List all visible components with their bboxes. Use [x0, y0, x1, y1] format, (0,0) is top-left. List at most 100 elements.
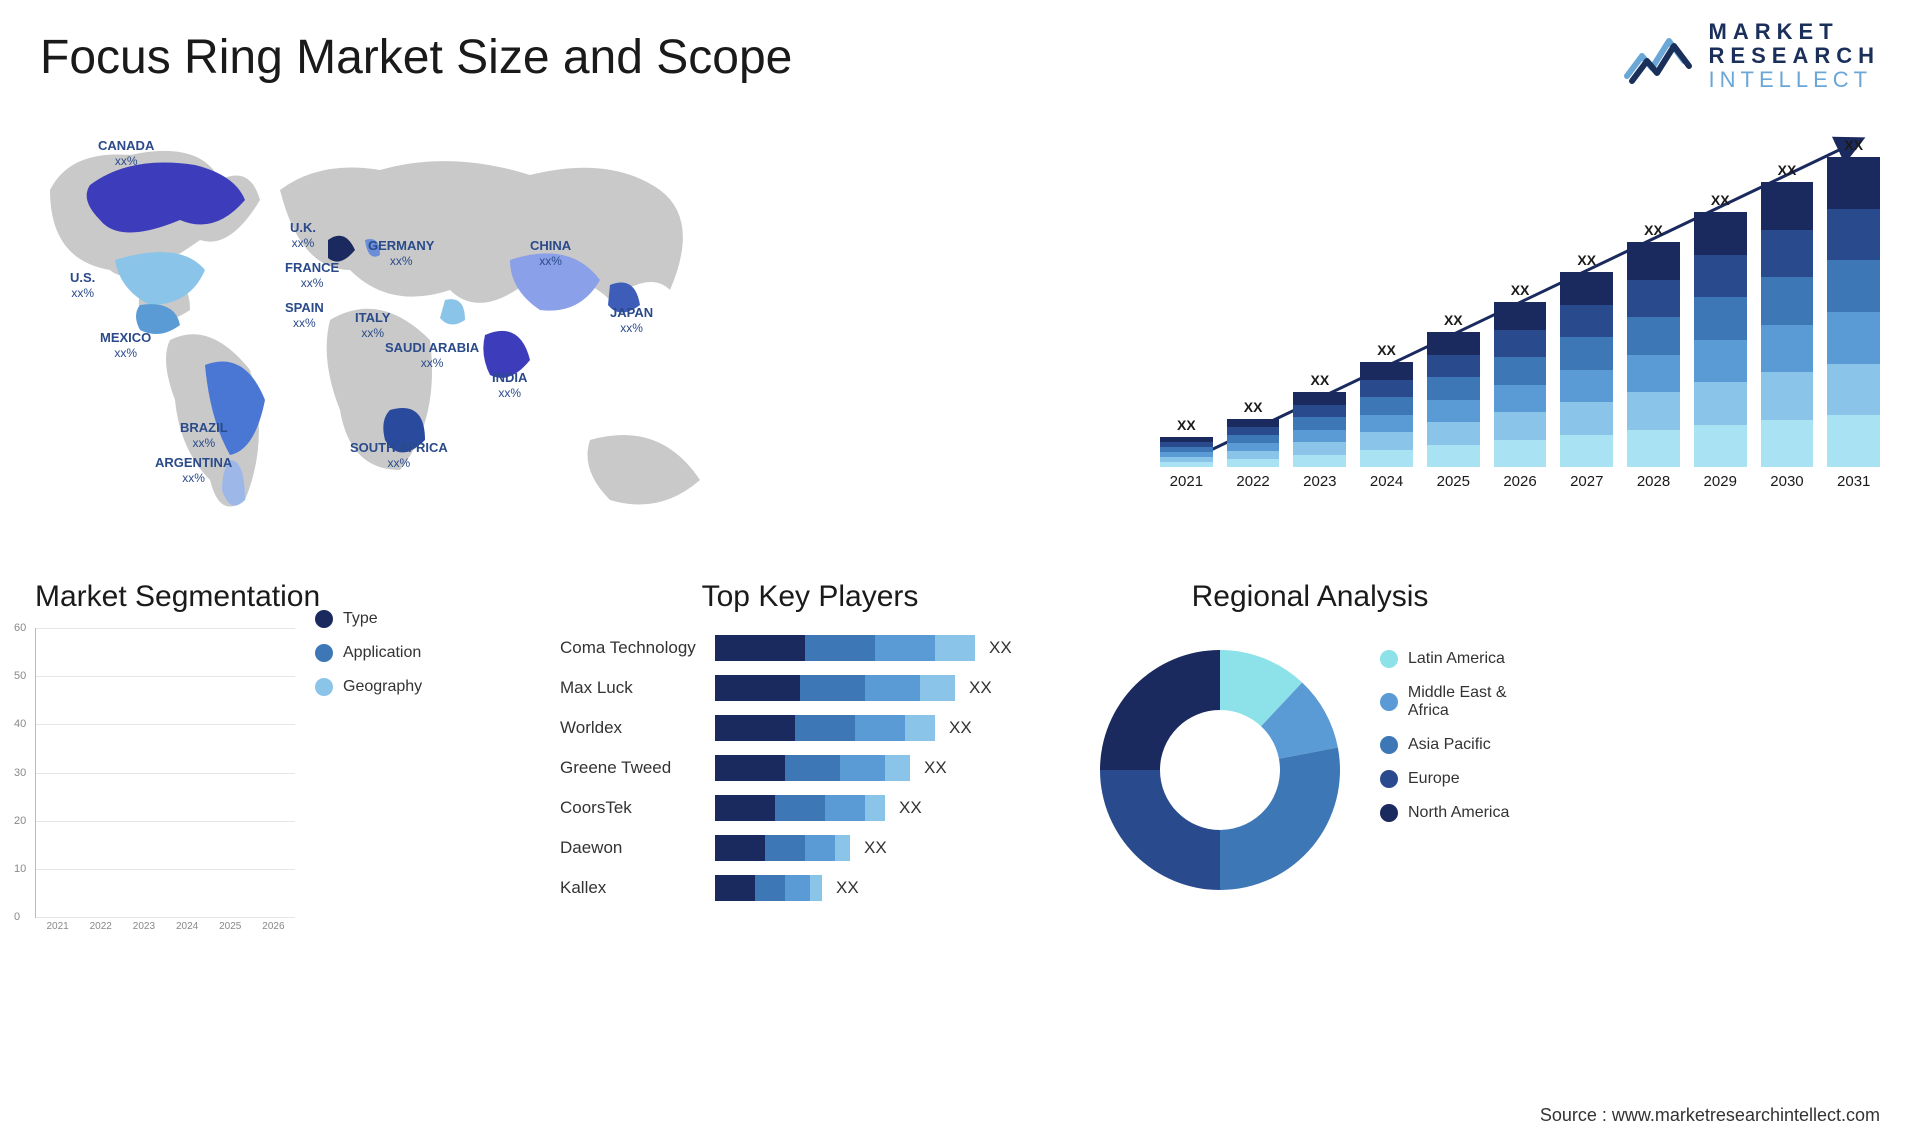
bar-value-label: XX — [1511, 282, 1530, 298]
x-axis-tick: 2023 — [133, 921, 155, 932]
key-player-bar — [715, 675, 955, 701]
x-axis-tick: 2024 — [176, 921, 198, 932]
source-attribution: Source : www.marketresearchintellect.com — [1540, 1105, 1880, 1126]
map-country-label: GERMANYxx% — [368, 238, 434, 268]
map-country-label: MEXICOxx% — [100, 330, 151, 360]
legend-item: Latin America — [1380, 650, 1550, 668]
key-player-value: XX — [949, 718, 972, 738]
bar-value-label: XX — [1444, 312, 1463, 328]
key-player-bar — [715, 875, 822, 901]
key-players-panel: Top Key Players Coma Technology XX Max Luc… — [560, 580, 1060, 908]
bar-value-label: XX — [1644, 222, 1663, 238]
segmentation-title: Market Segmentation — [35, 580, 465, 614]
key-player-row: Daewon XX — [560, 828, 1060, 868]
y-axis-tick: 20 — [14, 815, 26, 827]
forecast-bar: XX2030 — [1761, 162, 1814, 490]
key-player-bar — [715, 755, 910, 781]
y-axis-tick: 40 — [14, 718, 26, 730]
legend-item: Europe — [1380, 770, 1550, 788]
key-player-value: XX — [836, 878, 859, 898]
legend-item: Geography — [315, 678, 422, 696]
forecast-bar: XX2027 — [1560, 252, 1613, 490]
key-player-row: Coma Technology XX — [560, 628, 1060, 668]
logo-icon — [1624, 26, 1694, 86]
key-player-name: CoorsTek — [560, 798, 715, 818]
key-player-name: Coma Technology — [560, 638, 715, 658]
map-country-label: CANADAxx% — [98, 138, 154, 168]
page-title: Focus Ring Market Size and Scope — [40, 30, 792, 85]
bar-year-label: 2021 — [1170, 473, 1203, 490]
regional-donut-chart — [1090, 640, 1350, 900]
key-player-name: Daewon — [560, 838, 715, 858]
bar-value-label: XX — [1244, 399, 1263, 415]
map-country-label: U.S.xx% — [70, 270, 95, 300]
key-player-row: Greene Tweed XX — [560, 748, 1060, 788]
x-axis-tick: 2022 — [90, 921, 112, 932]
legend-item: Application — [315, 644, 422, 662]
key-player-row: WorldexXX — [560, 708, 1060, 748]
map-country-label: INDIAxx% — [492, 370, 527, 400]
x-axis-tick: 2021 — [46, 921, 68, 932]
forecast-bar: XX 2021 — [1160, 417, 1213, 490]
donut-slice — [1220, 748, 1340, 890]
y-axis-tick: 30 — [14, 767, 26, 779]
y-axis-tick: 50 — [14, 670, 26, 682]
forecast-bar: XX 2024 — [1360, 342, 1413, 490]
map-country-label: ITALYxx% — [355, 310, 390, 340]
bar-year-label: 2031 — [1837, 473, 1870, 490]
key-player-name: Greene Tweed — [560, 758, 715, 778]
bar-value-label: XX — [1177, 417, 1196, 433]
key-player-value: XX — [989, 638, 1012, 658]
bar-year-label: 2025 — [1437, 473, 1470, 490]
key-player-value: XX — [924, 758, 947, 778]
key-player-row: Kallex XX — [560, 868, 1060, 908]
donut-slice — [1100, 770, 1220, 890]
forecast-bar: XX2026 — [1494, 282, 1547, 490]
key-player-value: XX — [864, 838, 887, 858]
map-country-label: JAPANxx% — [610, 305, 653, 335]
world-map: CANADAxx%U.S.xx%MEXICOxx%BRAZILxx%ARGENT… — [20, 120, 740, 540]
bar-year-label: 2027 — [1570, 473, 1603, 490]
bar-value-label: XX — [1711, 192, 1730, 208]
key-player-row: CoorsTekXX — [560, 788, 1060, 828]
legend-item: Asia Pacific — [1380, 736, 1550, 754]
regional-title: Regional Analysis — [1070, 580, 1550, 614]
x-axis-tick: 2026 — [262, 921, 284, 932]
y-axis-tick: 10 — [14, 863, 26, 875]
forecast-bar-chart: XX2021XX2022XX2023XX2024XX2025XX2026XX20… — [1160, 120, 1880, 520]
map-country-label: CHINAxx% — [530, 238, 571, 268]
segmentation-panel: Market Segmentation 01020304050602021202… — [35, 580, 465, 918]
forecast-bar: XX2029 — [1694, 192, 1747, 490]
map-country-label: SOUTH AFRICAxx% — [350, 440, 448, 470]
bar-year-label: 2028 — [1637, 473, 1670, 490]
bar-year-label: 2030 — [1770, 473, 1803, 490]
key-player-bar — [715, 835, 850, 861]
logo-line1: MARKET — [1709, 20, 1880, 44]
key-player-row: Max LuckXX — [560, 668, 1060, 708]
bar-year-label: 2024 — [1370, 473, 1403, 490]
map-country-label: SPAINxx% — [285, 300, 324, 330]
logo-line3: INTELLECT — [1709, 68, 1880, 92]
brand-logo: MARKET RESEARCH INTELLECT — [1624, 20, 1880, 93]
regional-panel: Regional Analysis Latin AmericaMiddle Ea… — [1070, 580, 1550, 628]
bar-value-label: XX — [1377, 342, 1396, 358]
map-country-label: U.K.xx% — [290, 220, 316, 250]
donut-slice — [1100, 650, 1220, 770]
legend-item: Middle East & Africa — [1380, 684, 1550, 720]
key-players-title: Top Key Players — [560, 580, 1060, 614]
bar-value-label: XX — [1310, 372, 1329, 388]
map-country-label: SAUDI ARABIAxx% — [385, 340, 479, 370]
key-player-name: Kallex — [560, 878, 715, 898]
forecast-bar: XX2031 — [1827, 137, 1880, 490]
logo-line2: RESEARCH — [1709, 44, 1880, 68]
bar-year-label: 2022 — [1236, 473, 1269, 490]
bar-year-label: 2023 — [1303, 473, 1336, 490]
key-player-bar — [715, 795, 885, 821]
map-country-label: FRANCExx% — [285, 260, 339, 290]
key-player-bar — [715, 635, 975, 661]
segmentation-chart: 0102030405060202120222023202420252026 — [35, 628, 295, 918]
map-country-label: ARGENTINAxx% — [155, 455, 232, 485]
y-axis-tick: 0 — [14, 911, 20, 923]
x-axis-tick: 2025 — [219, 921, 241, 932]
key-player-name: Max Luck — [560, 678, 715, 698]
